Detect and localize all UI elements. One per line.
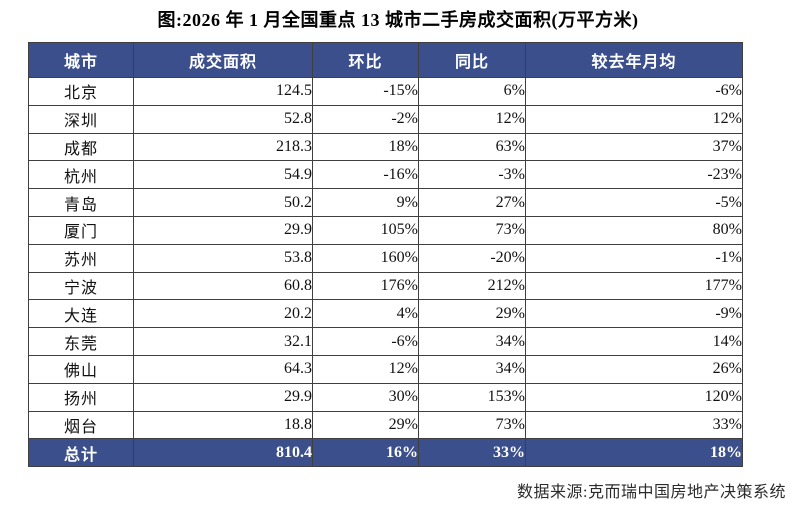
column-header-0: 城市 [28, 42, 134, 78]
value-cell: 29% [418, 299, 526, 329]
value-cell: 32.1 [133, 327, 313, 356]
city-cell: 苏州 [28, 243, 134, 273]
city-cell: 杭州 [28, 160, 134, 190]
value-cell: 12% [312, 354, 419, 384]
value-cell: -16% [312, 160, 419, 190]
value-cell: -23% [525, 160, 743, 190]
value-cell: -15% [312, 77, 419, 106]
value-cell: 105% [312, 215, 419, 245]
value-cell: 6% [418, 77, 526, 106]
city-cell: 青岛 [28, 188, 134, 217]
value-cell: 52.8 [133, 104, 313, 134]
value-cell: 810.4 [133, 438, 313, 468]
value-cell: 73% [418, 215, 526, 245]
city-cell: 成都 [28, 132, 134, 162]
value-cell: 4% [312, 299, 419, 329]
value-cell: 18% [312, 132, 419, 162]
column-header-1: 成交面积 [133, 42, 313, 78]
value-cell: 18% [525, 438, 743, 468]
value-cell: -6% [525, 77, 743, 106]
table-row: 大连 20.2 4% 29% -9% [28, 299, 743, 329]
value-cell: 29.9 [133, 382, 313, 412]
value-cell: 212% [418, 271, 526, 301]
table-row: 苏州 53.8 160% -20% -1% [28, 243, 743, 273]
value-cell: -20% [418, 243, 526, 273]
value-cell: 16% [312, 438, 419, 468]
city-cell: 厦门 [28, 215, 134, 245]
value-cell: 54.9 [133, 160, 313, 190]
value-cell: 153% [418, 382, 526, 412]
table-row: 厦门 29.9 105% 73% 80% [28, 215, 743, 245]
value-cell: 18.8 [133, 410, 313, 440]
city-cell: 宁波 [28, 271, 134, 301]
column-header-3: 同比 [418, 42, 526, 78]
value-cell: 50.2 [133, 188, 313, 217]
city-cell: 扬州 [28, 382, 134, 412]
value-cell: 160% [312, 243, 419, 273]
value-cell: 27% [418, 188, 526, 217]
total-row: 总计 810.4 16% 33% 18% [28, 438, 743, 468]
value-cell: -2% [312, 104, 419, 134]
city-cell: 总计 [28, 438, 134, 468]
data-source-note: 数据来源:克而瑞中国房地产决策系统 [517, 484, 786, 501]
table-body: 北京 124.5 -15% 6% -6% 深圳 52.8 -2% 12% 12% 成都 218.3 18… [28, 77, 743, 468]
table-row: 东莞 32.1 -6% 34% 14% [28, 327, 743, 356]
value-cell: -1% [525, 243, 743, 273]
figure-title: 图:2026 年 1 月全国重点 13 城市二手房成交面积(万平方米) [157, 10, 639, 30]
table-row: 佛山 64.3 12% 34% 26% [28, 354, 743, 384]
value-cell: 29% [312, 410, 419, 440]
value-cell: 53.8 [133, 243, 313, 273]
city-cell: 北京 [28, 77, 134, 106]
value-cell: 12% [525, 104, 743, 134]
column-header-2: 环比 [312, 42, 419, 78]
table-row: 烟台 18.8 29% 73% 33% [28, 410, 743, 440]
value-cell: -5% [525, 188, 743, 217]
table-row: 青岛 50.2 9% 27% -5% [28, 188, 743, 217]
table-row: 宁波 60.8 176% 212% 177% [28, 271, 743, 301]
value-cell: 33% [418, 438, 526, 468]
value-cell: -6% [312, 327, 419, 356]
table-row: 深圳 52.8 -2% 12% 12% [28, 104, 743, 134]
value-cell: 14% [525, 327, 743, 356]
value-cell: 176% [312, 271, 419, 301]
value-cell: 30% [312, 382, 419, 412]
value-cell: 26% [525, 354, 743, 384]
value-cell: 9% [312, 188, 419, 217]
column-header-4: 较去年月均 [525, 42, 743, 78]
value-cell: 63% [418, 132, 526, 162]
value-cell: 80% [525, 215, 743, 245]
header-row: 城市 成交面积 环比 同比 较去年月均 [28, 42, 743, 78]
city-cell: 佛山 [28, 354, 134, 384]
city-cell: 东莞 [28, 327, 134, 356]
value-cell: 34% [418, 354, 526, 384]
value-cell: -9% [525, 299, 743, 329]
value-cell: 73% [418, 410, 526, 440]
value-cell: -3% [418, 160, 526, 190]
value-cell: 218.3 [133, 132, 313, 162]
table-row: 成都 218.3 18% 63% 37% [28, 132, 743, 162]
value-cell: 20.2 [133, 299, 313, 329]
table-row: 杭州 54.9 -16% -3% -23% [28, 160, 743, 190]
city-cell: 大连 [28, 299, 134, 329]
value-cell: 124.5 [133, 77, 313, 106]
city-cell: 烟台 [28, 410, 134, 440]
value-cell: 120% [525, 382, 743, 412]
city-cell: 深圳 [28, 104, 134, 134]
value-cell: 64.3 [133, 354, 313, 384]
table-row: 北京 124.5 -15% 6% -6% [28, 77, 743, 106]
value-cell: 29.9 [133, 215, 313, 245]
value-cell: 33% [525, 410, 743, 440]
value-cell: 37% [525, 132, 743, 162]
value-cell: 12% [418, 104, 526, 134]
value-cell: 60.8 [133, 271, 313, 301]
table-row: 扬州 29.9 30% 153% 120% [28, 382, 743, 412]
value-cell: 177% [525, 271, 743, 301]
resale-area-table: 城市 成交面积 环比 同比 较去年月均 北京 124.5 -15% 6% -6% 深圳 52.8 -2… [28, 42, 743, 468]
value-cell: 34% [418, 327, 526, 356]
